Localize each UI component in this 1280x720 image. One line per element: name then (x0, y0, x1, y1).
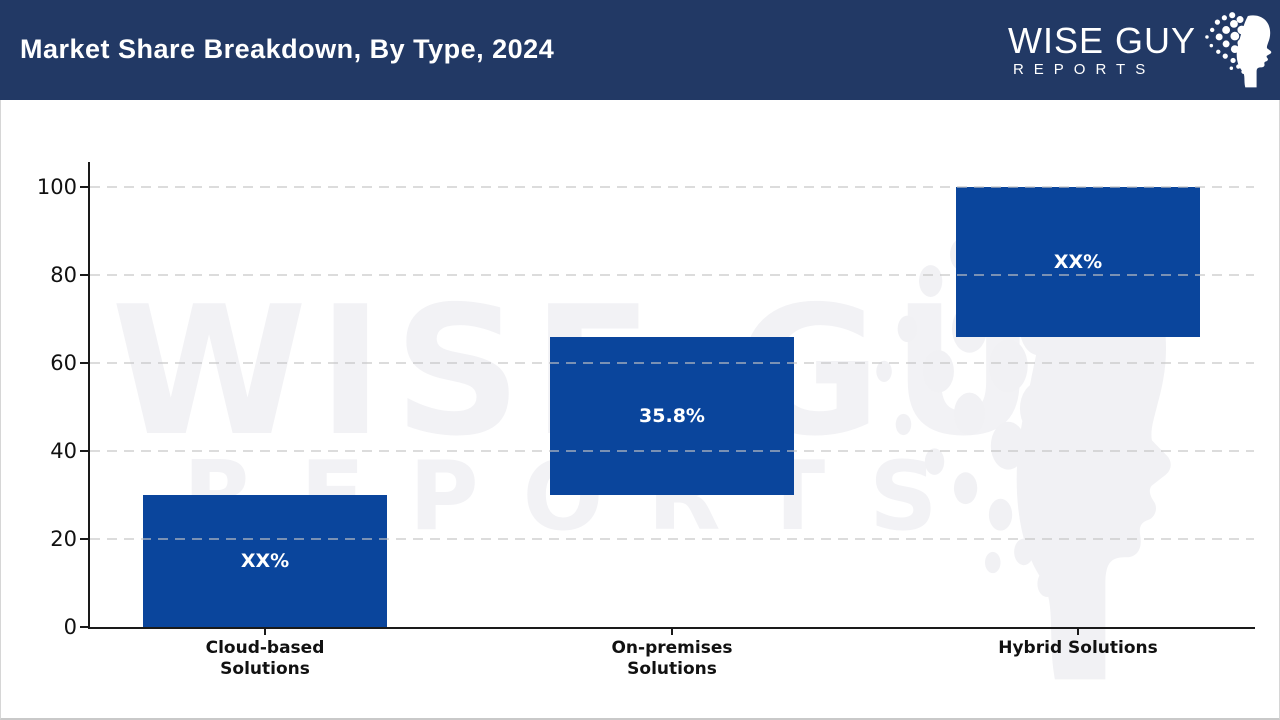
y-axis-tick (80, 538, 89, 540)
bar-value-label: 35.8% (639, 405, 705, 428)
gridline-20 (90, 538, 1254, 540)
y-axis-tick-label: 20 (50, 527, 77, 551)
category-label-hybrid-solutions: Hybrid Solutions (998, 638, 1158, 658)
x-axis-tick (671, 629, 673, 635)
y-axis-line (88, 162, 90, 629)
header-bar: Market Share Breakdown, By Type, 2024 WI… (0, 0, 1280, 100)
logo-wordmark: WISE GUY (1007, 20, 1196, 61)
x-axis-tick (264, 629, 266, 635)
y-axis-tick-label: 0 (63, 615, 77, 639)
y-axis-tick (80, 362, 89, 364)
gridline-80 (90, 274, 1254, 276)
x-axis-tick (1077, 629, 1079, 635)
gridline-100 (90, 186, 1254, 188)
gridline-40 (90, 450, 1254, 452)
y-axis-tick-label: 100 (36, 175, 77, 199)
watermark-face-icon (876, 219, 1171, 680)
bar-cloud-based-solutions: XX% (143, 495, 387, 627)
y-axis-tick-label: 40 (50, 439, 77, 463)
y-axis-tick (80, 626, 89, 628)
chart-body: WISE GUY REPORTS 0 20 40 60 80 100 XX% Cloud-ba… (0, 100, 1280, 720)
y-axis-tick (80, 274, 89, 276)
gridline-60 (90, 362, 1254, 364)
y-axis-tick-label: 60 (50, 351, 77, 375)
x-axis-line (88, 627, 1255, 629)
y-axis-tick-label: 80 (50, 263, 77, 287)
bar-value-label: XX% (240, 550, 290, 572)
category-label-on-premises-solutions: On-premises Solutions (611, 638, 733, 679)
wiseguy-reports-logo: WISE GUY REPORTS (1008, 6, 1274, 94)
bar-hybrid-solutions: XX% (956, 187, 1200, 338)
category-label-cloud-based-solutions: Cloud-based Solutions (205, 638, 325, 679)
logo-subtext: REPORTS (1012, 61, 1156, 78)
y-axis-tick (80, 186, 89, 188)
logo-face-icon (1205, 12, 1272, 88)
logo-text: WISE GUY REPORTS (1007, 20, 1196, 79)
y-axis-tick (80, 450, 89, 452)
chart-title: Market Share Breakdown, By Type, 2024 (20, 34, 555, 64)
plot-area: 0 20 40 60 80 100 XX% Cloud-based Solutions 35.8… (1, 100, 1279, 718)
bar-value-label: XX% (1053, 251, 1103, 274)
